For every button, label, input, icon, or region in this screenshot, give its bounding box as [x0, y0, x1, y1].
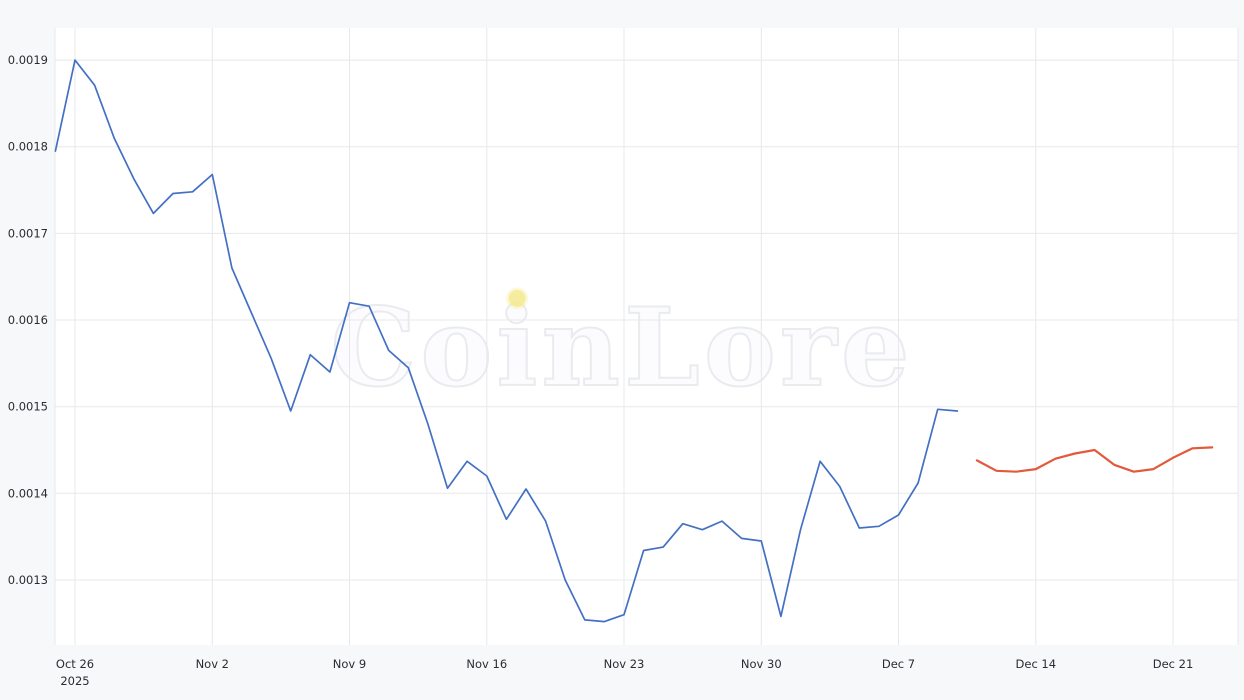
- coinlore-watermark: CoinLore: [329, 284, 913, 412]
- x-tick-label: Dec 21: [1153, 657, 1194, 671]
- x-tick-label: Nov 23: [604, 657, 645, 671]
- price-history-line: [54, 59, 959, 623]
- highlight-dot: [508, 289, 526, 307]
- plot-background: [55, 28, 1238, 645]
- x-tick-label: Nov 9: [333, 657, 366, 671]
- y-tick-label: 0.0019: [8, 53, 48, 67]
- x-tick-label: Nov 2: [196, 657, 229, 671]
- x-tick-label: Dec 7: [882, 657, 915, 671]
- x-tick-label: Nov 30: [741, 657, 782, 671]
- x-tick-label: Oct 26: [56, 657, 94, 671]
- y-tick-label: 0.0017: [8, 226, 48, 240]
- y-tick-label: 0.0013: [8, 573, 48, 587]
- y-tick-label: 0.0018: [8, 140, 48, 154]
- y-tick-label: 0.0015: [8, 400, 48, 414]
- x-tick-year-label: 2025: [60, 674, 89, 688]
- forecast-line: [975, 446, 1214, 473]
- y-tick-label: 0.0016: [8, 313, 48, 327]
- x-tick-label: Dec 14: [1016, 657, 1057, 671]
- plot-area[interactable]: [55, 28, 1238, 645]
- y-tick-label: 0.0014: [8, 486, 48, 500]
- x-tick-label: Nov 16: [466, 657, 507, 671]
